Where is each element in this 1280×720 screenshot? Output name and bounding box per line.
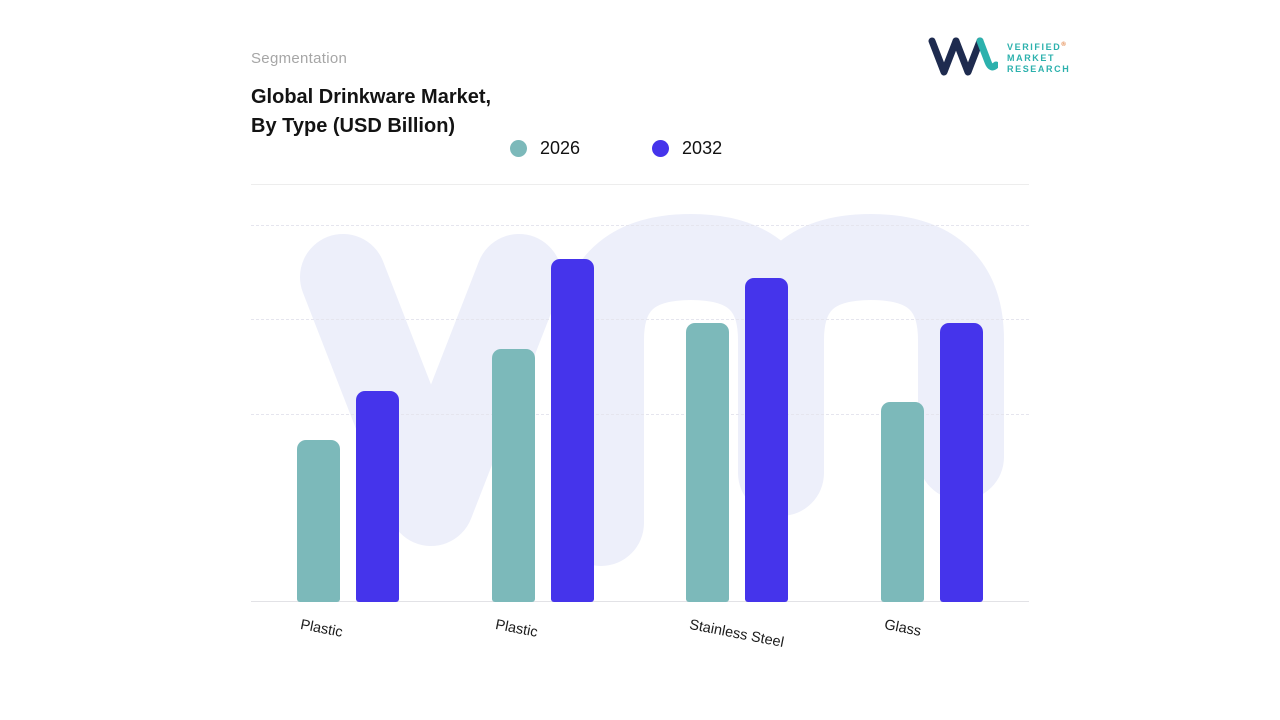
legend-label-2026: 2026 <box>540 138 581 158</box>
bar-2032[interactable] <box>356 390 400 602</box>
bar-2026[interactable] <box>297 439 341 602</box>
registered-mark: ® <box>1061 41 1066 48</box>
header-divider <box>251 184 1029 185</box>
bar-2026[interactable] <box>880 402 924 602</box>
bar-2032[interactable] <box>550 258 594 602</box>
bar-2032[interactable] <box>939 323 983 602</box>
section-eyebrow: Segmentation <box>251 50 348 67</box>
category-label: Glass <box>882 617 923 640</box>
bar-group: Plastic <box>491 225 594 641</box>
bar-2032[interactable] <box>745 277 789 602</box>
chart-title-line1: Global Drinkware Market, <box>251 86 492 108</box>
legend: 2026 2032 <box>510 138 722 159</box>
gridline-7-5 <box>251 319 1029 321</box>
legend-label-2032: 2032 <box>682 138 723 158</box>
chart-title: Global Drinkware Market, By Type (USD Bi… <box>251 83 491 141</box>
vmr-logo-text: VERIFIED® MARKET RESEARCH <box>1007 41 1071 74</box>
bar-group: Plastic <box>297 225 400 641</box>
gridline-5 <box>251 413 1029 415</box>
vmr-logo-mark-icon <box>928 37 998 76</box>
legend-dot-2026-icon <box>510 140 527 157</box>
category-label: Plastic <box>299 617 345 641</box>
gridline-10 <box>251 225 1029 226</box>
bar-2026[interactable] <box>491 349 535 602</box>
legend-item-2026[interactable]: 2026 <box>510 138 580 159</box>
bar-group: Glass <box>880 225 983 640</box>
bar-chart: Plastic Plastic Stainless Steel Glass <box>251 214 1029 651</box>
bar-groups: Plastic Plastic Stainless Steel Glass <box>251 225 1029 651</box>
bar-group: Stainless Steel <box>686 225 789 651</box>
bar-2026[interactable] <box>686 323 730 602</box>
chart-title-line2: By Type (USD Billion) <box>251 115 456 137</box>
legend-dot-2032-icon <box>652 140 670 157</box>
vmr-logo: VERIFIED® MARKET RESEARCH <box>928 36 1070 78</box>
legend-item-2032[interactable]: 2032 <box>652 138 722 159</box>
category-label: Stainless Steel <box>688 617 786 652</box>
x-axis-baseline <box>251 601 1029 602</box>
category-label: Plastic <box>493 617 539 641</box>
